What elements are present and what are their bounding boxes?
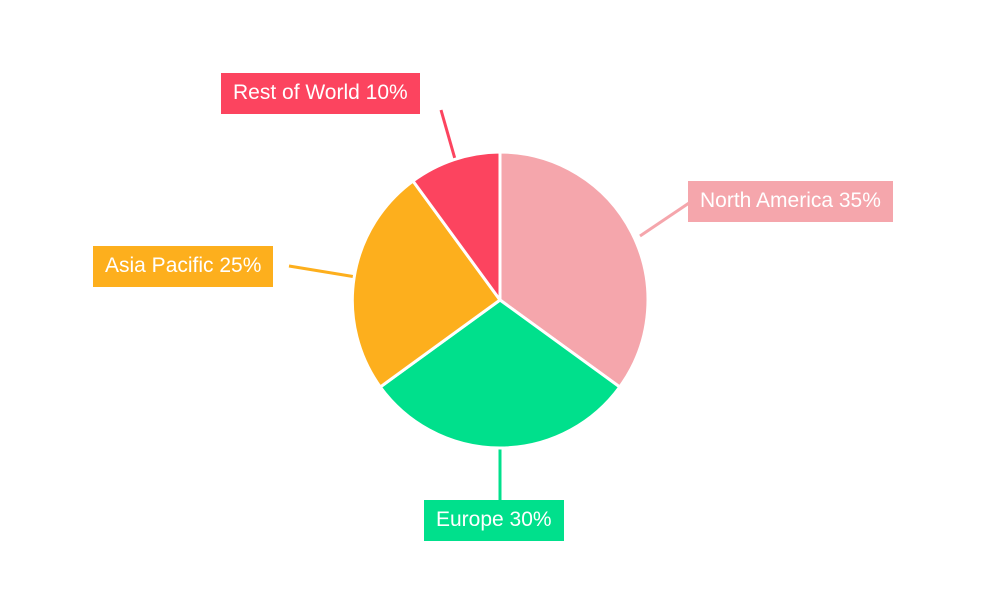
leader-line-rest-of-world <box>439 109 457 160</box>
pie-label-asia-pacific[interactable]: Asia Pacific 25% <box>93 246 274 287</box>
pie-slice-rest-of-world[interactable] <box>411 150 502 302</box>
pie-label-rest-of-world[interactable]: Rest of World 10% <box>221 73 420 114</box>
pie-slice-europe[interactable] <box>378 298 622 450</box>
pie-label-europe[interactable]: Europe 30% <box>424 500 564 541</box>
leader-line-asia-pacific <box>288 264 357 279</box>
pie-label-north-america[interactable]: North America 35% <box>688 181 893 222</box>
leader-line-north-america <box>639 199 693 238</box>
pie-slice-asia-pacific[interactable] <box>350 179 502 389</box>
pie-slice-north-america[interactable] <box>498 150 650 389</box>
